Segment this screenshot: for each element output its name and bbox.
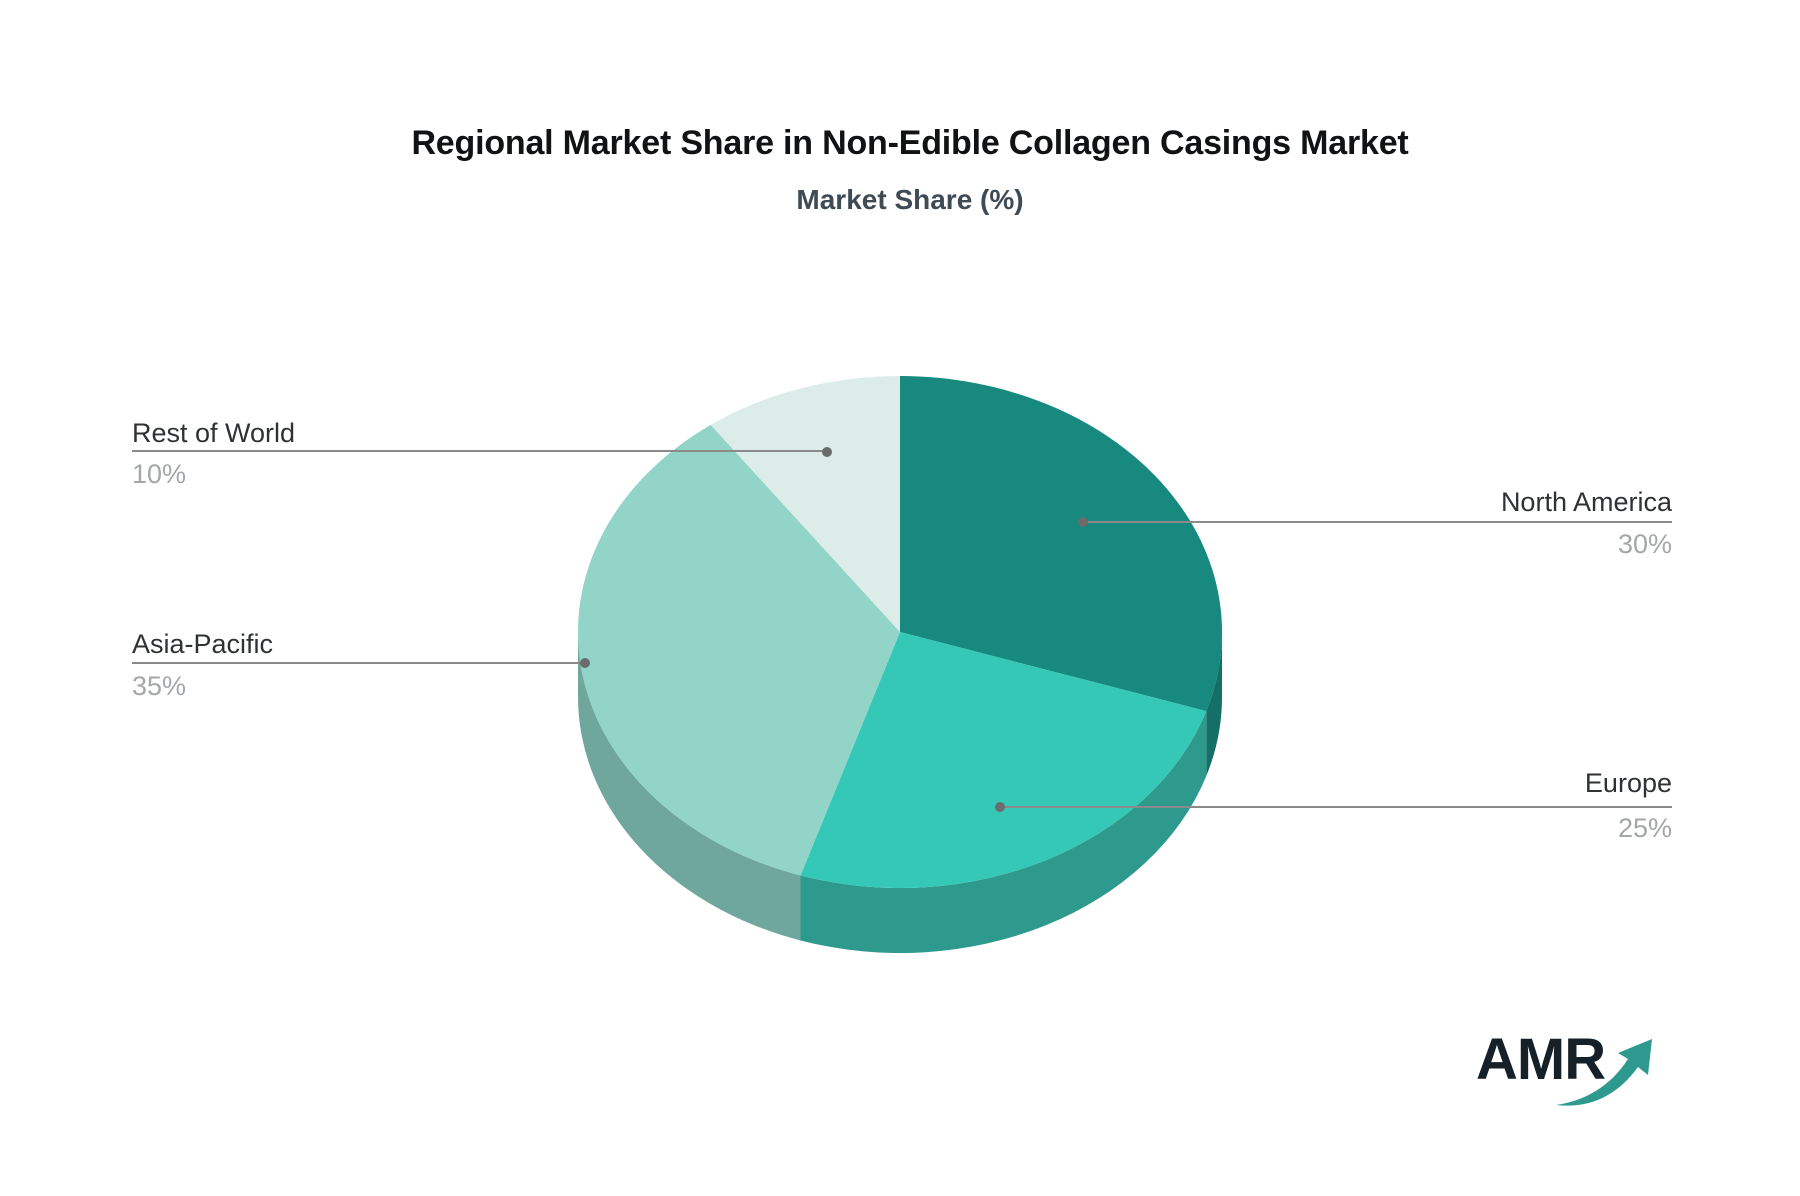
leader-dot-north-america <box>1078 517 1088 527</box>
slice-pct-text: 25% <box>1617 813 1672 843</box>
slice-pct-asia-pacific: 35% <box>132 671 186 701</box>
amr-logo: AMR <box>1476 1031 1666 1111</box>
slice-label-text: Rest of World <box>132 418 296 448</box>
trend-arrow-icon <box>1556 1039 1652 1106</box>
pie-slice-side-asia-pacific <box>578 632 801 941</box>
pie-slice-side-europe <box>800 711 1207 953</box>
pie-slice-europe <box>800 632 1207 888</box>
pie-slice-rest-of-world <box>710 376 900 632</box>
page-subtitle: Market Share (%) <box>796 184 1024 215</box>
slice-pct-north-america: 30% <box>1618 529 1672 559</box>
slice-label-europe: Europe <box>1585 768 1672 798</box>
pie-slice-side-north-america <box>1206 632 1222 777</box>
amr-logo-text: AMR <box>1476 1027 1606 1092</box>
slice-pct-text: 10% <box>132 459 187 489</box>
slice-pct-text: 30% <box>1617 529 1672 559</box>
slice-pct-europe: 25% <box>1618 813 1672 843</box>
slice-label-text: North America <box>1500 487 1672 517</box>
leader-dot-asia-pacific <box>580 658 590 668</box>
slice-label-asia-pacific: Asia-Pacific <box>132 629 273 659</box>
pie-slice-north-america <box>900 376 1223 712</box>
page-title: Regional Market Share in Non-Edible Coll… <box>411 124 1409 162</box>
slice-label-rest-of-world: Rest of World <box>132 418 295 448</box>
leader-dot-europe <box>995 802 1005 812</box>
slice-label-north-america: North America <box>1501 487 1672 517</box>
leader-dot-rest-of-world <box>822 447 832 457</box>
pie-slice-asia-pacific <box>577 424 900 876</box>
slice-pct-rest-of-world: 10% <box>132 459 186 489</box>
slice-label-text: Asia-Pacific <box>132 629 274 659</box>
slice-pct-text: 35% <box>132 671 187 701</box>
slice-label-text: Europe <box>1584 768 1672 798</box>
